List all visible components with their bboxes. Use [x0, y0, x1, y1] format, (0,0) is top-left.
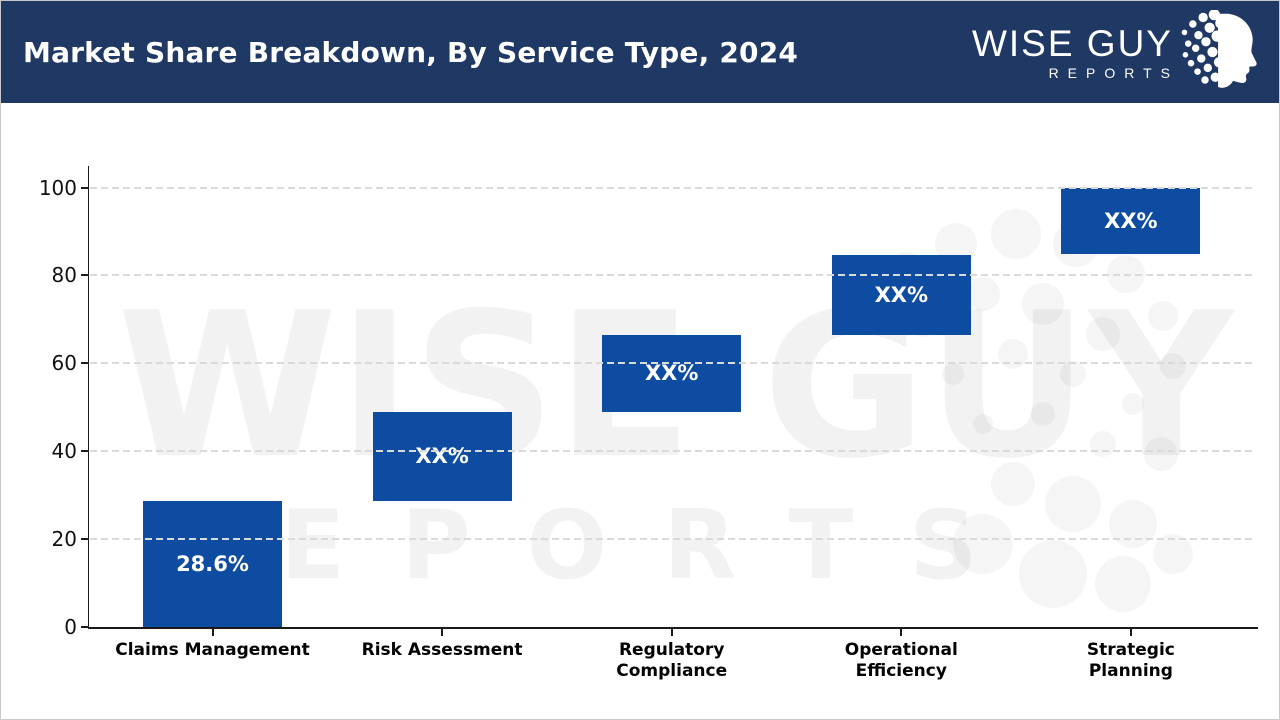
x-tick-mark: [441, 628, 444, 636]
x-tick-label: Regulatory Compliance: [616, 640, 728, 681]
x-axis-line: [87, 627, 1258, 629]
bar-value-label: 28.6%: [176, 552, 249, 577]
x-tick-mark: [211, 628, 214, 636]
y-tick-label: 80: [51, 263, 77, 288]
bar-value-label: XX%: [644, 361, 699, 386]
y-axis-line: [87, 166, 89, 629]
gridline: [90, 186, 1256, 189]
gridline: [90, 538, 1256, 541]
y-tick-label: 20: [51, 527, 77, 552]
y-tick-mark: [80, 450, 88, 453]
x-tick-mark: [1129, 628, 1132, 636]
gridline: [90, 450, 1256, 453]
x-tick-label: Operational Efficiency: [844, 640, 958, 681]
gridline: [90, 274, 1256, 277]
bar-value-label: XX%: [415, 444, 469, 469]
brand-logo: WISE GUY REPORTS: [972, 10, 1261, 94]
logo-head-icon: [1181, 10, 1257, 88]
logo-wordmark: WISE GUY: [971, 22, 1173, 64]
gridline: [90, 362, 1256, 365]
y-tick-label: 40: [51, 439, 77, 464]
y-tick-label: 0: [64, 615, 77, 639]
y-tick-mark: [80, 186, 88, 189]
x-tick-mark: [900, 628, 903, 636]
y-tick-mark: [80, 362, 88, 365]
x-tick-label: Strategic Planning: [1086, 640, 1175, 681]
x-tick-label: Risk Assessment: [361, 640, 523, 660]
bar: XX%: [602, 334, 742, 412]
watermark-text-line2: REPORTS: [151, 491, 1034, 601]
y-tick-label: 100: [38, 175, 77, 200]
y-tick-mark: [80, 274, 88, 277]
bar: 28.6%: [143, 501, 282, 627]
bar-value-label: XX%: [874, 282, 929, 307]
bar: XX%: [831, 254, 971, 335]
y-tick-mark: [80, 538, 88, 541]
x-tick-mark: [670, 628, 673, 636]
chart-title: Market Share Breakdown, By Service Type,…: [23, 35, 799, 69]
y-tick-label: 60: [51, 351, 77, 376]
y-tick-mark: [80, 626, 88, 628]
logo-subtext: REPORTS: [1048, 64, 1179, 81]
bar: XX%: [1061, 187, 1201, 254]
bar-value-label: XX%: [1104, 208, 1158, 233]
header-banner: Market Share Breakdown, By Service Type,…: [1, 1, 1279, 103]
x-tick-label: Claims Management: [115, 640, 310, 660]
bar: XX%: [372, 411, 512, 502]
